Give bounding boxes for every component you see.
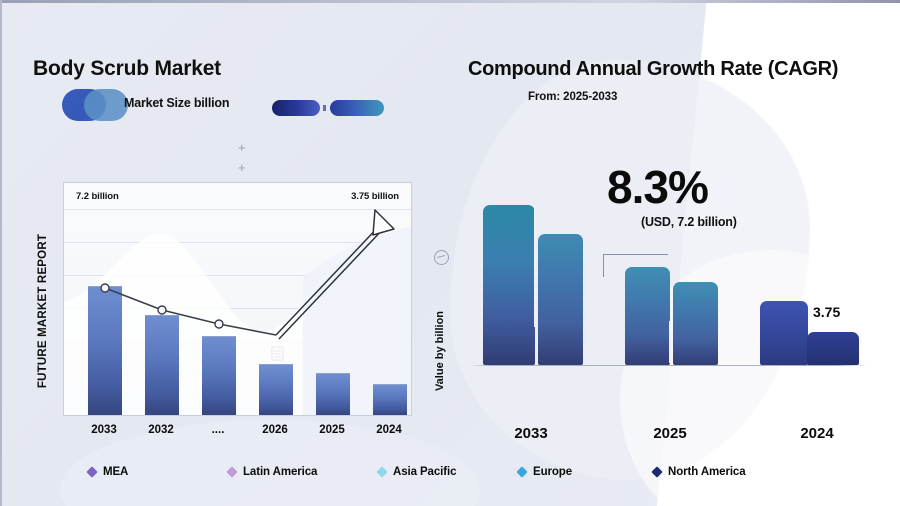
legend-label: Asia Pacific <box>393 466 457 478</box>
gridline <box>64 275 411 276</box>
x-label-2025: 2025 <box>653 425 687 442</box>
gridline <box>64 242 411 243</box>
legend-label: Europe <box>533 466 573 478</box>
bar-2033 <box>88 286 122 415</box>
panel-top-border <box>0 0 900 3</box>
legend-marker-icon <box>226 466 238 478</box>
x-label-2024: 2024 <box>800 425 834 442</box>
right-cagr-chart: 3.75 <box>455 150 885 420</box>
legend-item-europe[interactable]: Europe <box>516 466 573 478</box>
legend-label: North America <box>668 466 746 478</box>
bar-2025 <box>316 373 350 415</box>
x-label-2024: 2024 <box>376 424 402 436</box>
bar-2024 <box>373 384 407 415</box>
pill-indicator-left <box>272 100 320 116</box>
left-chart-start-note: 7.2 billion <box>76 191 119 202</box>
bar-ellipsis <box>202 336 236 415</box>
left-chart-end-note: 3.75 billion <box>351 191 399 202</box>
minus-circle-icon <box>434 250 449 265</box>
left-chart-x-axis: 2033 2032 .... 2026 2025 2024 <box>63 424 412 442</box>
legend-item-latin-america[interactable]: Latin America <box>226 466 318 478</box>
bar-group-split-2033 <box>534 205 536 327</box>
bar-group-split-2025 <box>669 321 671 363</box>
cagr-subtitle: From: 2025-2033 <box>528 91 618 103</box>
corner-bracket-decoration <box>603 254 668 277</box>
plus-icon: + <box>238 140 246 155</box>
legend-marker-icon <box>86 466 98 478</box>
two-overlapping-lobes-icon <box>62 89 128 121</box>
legend-item-north-america[interactable]: North America <box>651 466 746 478</box>
x-label-2032: 2032 <box>148 424 174 436</box>
legend-label: MEA <box>103 466 129 478</box>
x-label-2033: 2033 <box>91 424 117 436</box>
legend-item-asia-pacific[interactable]: Asia Pacific <box>376 466 457 478</box>
pill-divider-dot <box>323 105 326 111</box>
gridline <box>64 308 411 309</box>
market-size-label: Market Size billion <box>124 96 230 110</box>
legend-item-mea[interactable]: MEA <box>86 466 129 478</box>
baseline <box>468 364 868 366</box>
data-label-3-75: 3.75 <box>813 304 841 320</box>
legend-marker-icon <box>376 466 388 478</box>
plus-icon: + <box>238 160 246 175</box>
left-market-size-chart: 7.2 billion 3.75 billion <box>63 182 412 416</box>
x-label-2026: 2026 <box>262 424 288 436</box>
x-label-2025: 2025 <box>319 424 345 436</box>
right-chart-x-axis: 2033 2025 2024 <box>455 425 885 447</box>
trend-line-overlay <box>100 209 395 340</box>
left-chart-y-axis-label: FUTURE MARKET REPORT <box>37 233 49 389</box>
right-chart-y-axis-label: Value by billion <box>434 310 446 392</box>
cagr-value: 8.3% <box>607 161 709 213</box>
bar-2026 <box>259 364 293 415</box>
bar-2024-primary <box>760 301 808 365</box>
cagr-title: Compound Annual Growth Rate (CAGR) <box>468 58 839 80</box>
bar-2025-secondary <box>673 282 718 365</box>
x-label-2033: 2033 <box>514 425 548 442</box>
legend-marker-icon <box>651 466 663 478</box>
bar-2024-secondary <box>807 332 859 365</box>
bar-2032 <box>145 315 179 415</box>
x-label-ellipsis: .... <box>211 424 225 436</box>
legend-label: Latin America <box>243 466 318 478</box>
page-title: Body Scrub Market <box>33 57 221 80</box>
bar-2033-primary <box>483 205 535 365</box>
logo-lobe-right <box>84 89 128 121</box>
pill-indicator-group <box>272 100 384 116</box>
bar-2025-primary <box>625 267 670 365</box>
cagr-note: (USD, 7.2 billion) <box>641 215 737 229</box>
document-watermark-icon <box>271 346 284 361</box>
bar-2033-secondary <box>538 234 583 365</box>
panel-left-border <box>0 0 2 506</box>
gridline <box>64 209 411 210</box>
pill-indicator-right <box>330 100 384 116</box>
legend-marker-icon <box>516 466 528 478</box>
